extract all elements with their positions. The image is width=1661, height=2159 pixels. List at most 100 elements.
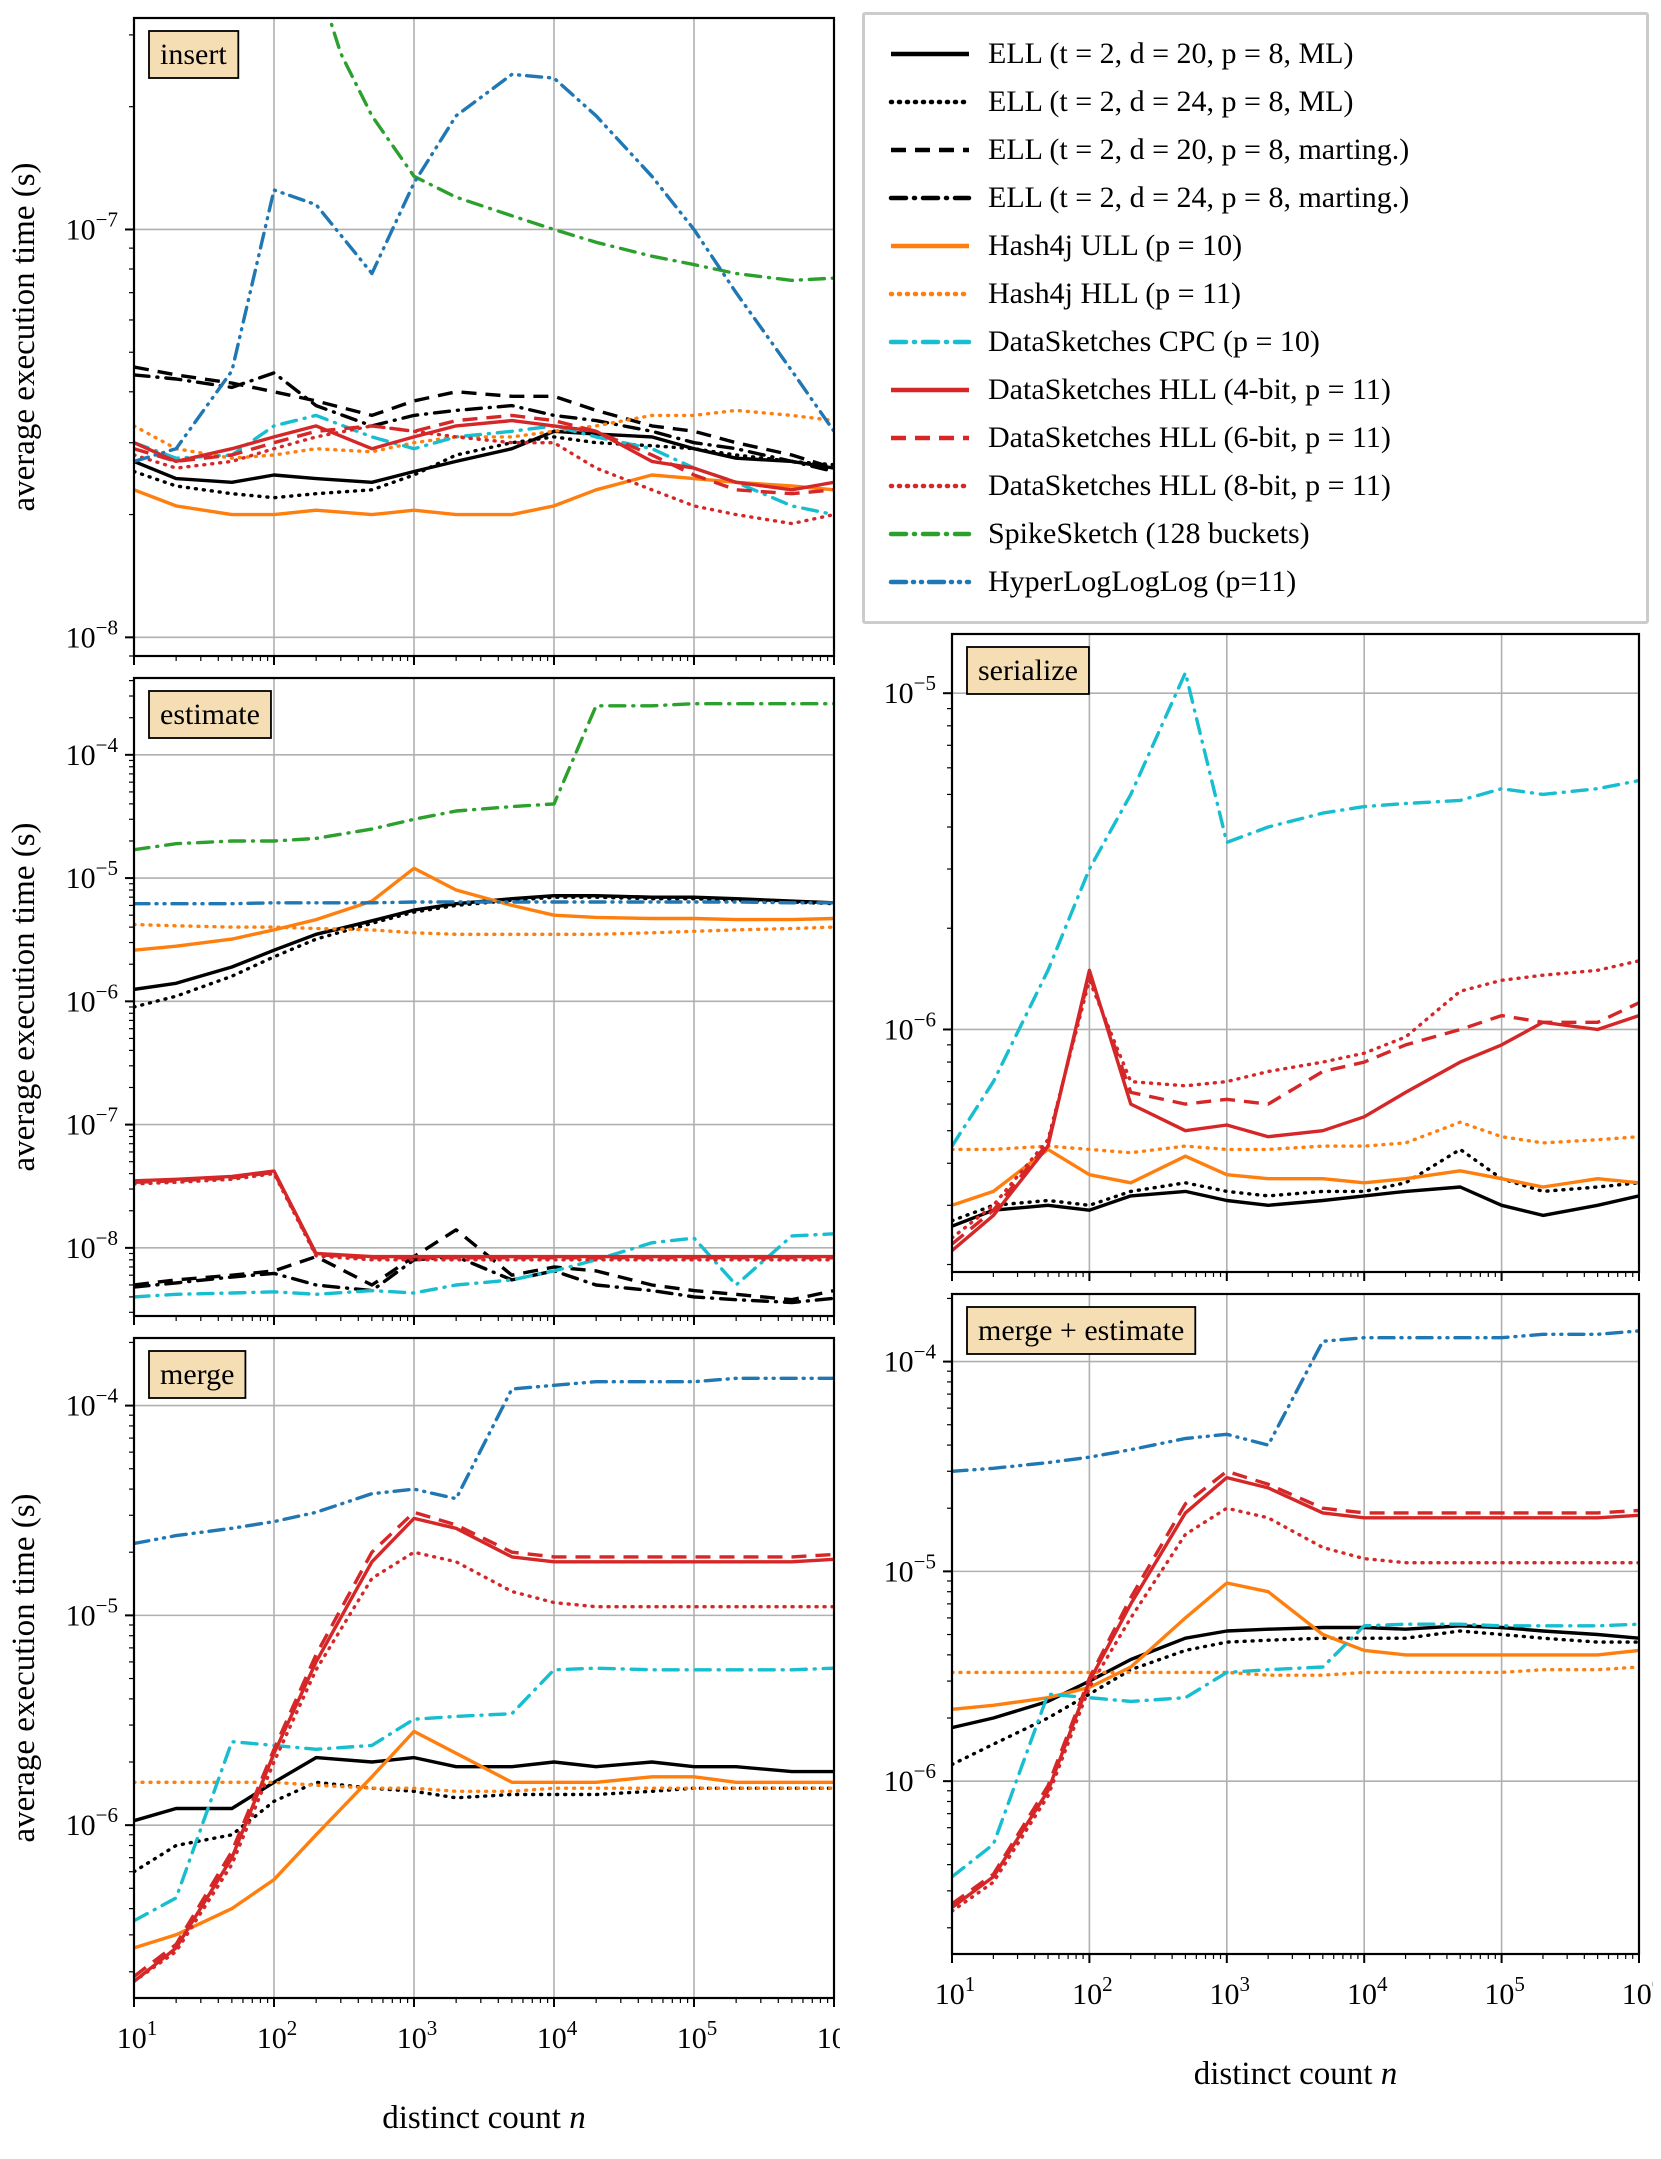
y-tick-label: 10−6 xyxy=(66,1803,118,1842)
series-datasketches-cpc-p-10 xyxy=(134,413,834,517)
legend-label: ELL (t = 2, d = 20, p = 8, marting.) xyxy=(988,133,1410,166)
y-tick-label: 10−5 xyxy=(66,856,118,895)
series-ell-t-2-d-24-p-8-ml xyxy=(952,1147,1639,1223)
series-spikesketch-128-buckets xyxy=(134,702,834,852)
x-axis-label: distinct count n xyxy=(382,2100,585,2136)
series-hyperlogloglog-p-11 xyxy=(952,1329,1639,1473)
y-tick-label: 10−6 xyxy=(66,979,118,1018)
panel-title: merge xyxy=(160,1358,234,1391)
y-tick-label: 10−4 xyxy=(66,733,119,772)
y-tick-label: 10−5 xyxy=(66,1593,118,1632)
legend-label: DataSketches HLL (4-bit, p = 11) xyxy=(988,373,1391,406)
series-hyperlogloglog-p-11 xyxy=(134,1376,834,1546)
chart-svg-serialize: 10−6 10−5 serialize xyxy=(884,632,1641,1281)
ticks xyxy=(125,34,835,665)
series-hyperlogloglog-p-11 xyxy=(134,900,834,906)
legend-line-sample-datasketches-hll-6-bit-p-11 xyxy=(891,435,969,441)
series-datasketches-hll-4-bit-p-11 xyxy=(134,1516,834,1983)
axes-frame xyxy=(132,1336,836,2000)
legend-line-sample-ell-t-2-d-20-p-8-marting xyxy=(891,147,969,153)
legend-label: HyperLogLogLog (p=11) xyxy=(988,565,1297,598)
grid xyxy=(133,1338,835,1998)
axes-frame xyxy=(132,676,836,1318)
y-tick-label: 10−5 xyxy=(884,1549,936,1588)
ticks xyxy=(125,680,835,1325)
ticks xyxy=(943,1297,1640,1963)
legend-item: Hash4j HLL (p = 11) xyxy=(887,270,1624,318)
series-datasketches-hll-6-bit-p-11 xyxy=(134,1510,834,1978)
grid xyxy=(133,678,835,1316)
series-hash4j-hll-p-11 xyxy=(134,922,834,936)
chart-estimate: 10−8 10−7 10−6 10−5 10−4 average execution ti… xyxy=(4,668,840,1328)
legend-item: DataSketches HLL (4-bit, p = 11) xyxy=(887,366,1624,414)
series-ell-t-2-d-24-p-8-ml xyxy=(134,1780,834,1874)
chart-svg-merge: 10−6 10−5 10−4 101 102 103 104 105 106 distinct c… xyxy=(6,1336,840,2136)
legend-line-sample-spikesketch-128-buckets xyxy=(888,531,972,537)
axes-frame xyxy=(132,16,836,658)
series-datasketches-hll-6-bit-p-11 xyxy=(134,1170,834,1260)
x-tick-label: 106 xyxy=(817,2016,840,2055)
legend-line-sample-ell-t-2-d-24-p-8-marting xyxy=(888,195,972,201)
x-tick-label: 102 xyxy=(1072,1972,1113,2011)
x-tick-label: 106 xyxy=(1622,1972,1653,2011)
y-tick-label: 10−7 xyxy=(66,1103,118,1142)
legend-item: ELL (t = 2, d = 20, p = 8, marting.) xyxy=(887,126,1624,174)
series-spikesketch-128-buckets xyxy=(327,18,834,283)
series-datasketches-hll-8-bit-p-11 xyxy=(134,424,834,526)
series-hash4j-hll-p-11 xyxy=(952,1120,1639,1155)
y-tick-label: 10−7 xyxy=(66,207,118,246)
legend-line-sample-ell-t-2-d-20-p-8-ml xyxy=(891,51,969,57)
series-datasketches-hll-8-bit-p-11 xyxy=(134,1550,834,1984)
x-tick-label: 102 xyxy=(257,2016,298,2055)
x-tick-label: 103 xyxy=(397,2016,438,2055)
series-group xyxy=(952,671,1639,1252)
panel-title-box xyxy=(966,1306,1197,1355)
series-datasketches-hll-8-bit-p-11 xyxy=(952,959,1639,1240)
legend-line-sample-ell-t-2-d-24-p-8-ml xyxy=(888,99,972,105)
series-ell-t-2-d-24-p-8-ml xyxy=(134,895,834,1009)
y-tick-label: 10−4 xyxy=(66,1384,119,1423)
panel-title: insert xyxy=(160,38,227,71)
legend-line-sample-datasketches-hll-8-bit-p-11 xyxy=(888,483,972,489)
series-hash4j-ull-p-10 xyxy=(952,1581,1639,1711)
axes-frame xyxy=(950,1292,1641,1956)
legend-label: ELL (t = 2, d = 24, p = 8, marting.) xyxy=(988,181,1410,214)
y-tick-label: 10−8 xyxy=(66,1226,118,1265)
legend-item: ELL (t = 2, d = 24, p = 8, ML) xyxy=(887,78,1624,126)
series-datasketches-hll-6-bit-p-11 xyxy=(952,973,1639,1246)
series-datasketches-hll-8-bit-p-11 xyxy=(134,1171,834,1262)
chart-svg-merge-estimate: 10−6 10−5 10−4 101 102 103 104 105 106 distinct c… xyxy=(884,1292,1653,2092)
ticks xyxy=(943,692,1640,1281)
series-hash4j-ull-p-10 xyxy=(134,1729,834,1950)
panel-title: estimate xyxy=(160,698,260,731)
panel-title-box xyxy=(966,646,1090,695)
y-axis-label: average execution time (s) xyxy=(6,1493,42,1842)
series-datasketches-cpc-p-10 xyxy=(134,1232,834,1299)
legend-item: SpikeSketch (128 buckets) xyxy=(887,510,1624,558)
series-ell-t-2-d-24-p-8-ml xyxy=(134,435,834,500)
series-datasketches-hll-6-bit-p-11 xyxy=(952,1469,1639,1906)
legend-label: Hash4j HLL (p = 11) xyxy=(988,277,1241,310)
axes-frame xyxy=(950,632,1641,1274)
legend-item: ELL (t = 2, d = 24, p = 8, marting.) xyxy=(887,174,1624,222)
grid xyxy=(951,634,1640,1272)
panel-title-box xyxy=(148,690,272,739)
legend-label: DataSketches HLL (8-bit, p = 11) xyxy=(988,469,1391,502)
chart-svg-insert: 10−8 10−7 average execution time (s) insert xyxy=(6,16,836,665)
y-tick-label: 10−6 xyxy=(884,1759,936,1798)
series-hash4j-hll-p-11 xyxy=(134,408,834,460)
legend: ELL (t = 2, d = 20, p = 8, ML) ELL (t = 2… xyxy=(862,12,1649,624)
series-datasketches-hll-4-bit-p-11 xyxy=(134,1169,834,1259)
panel-title: merge + estimate xyxy=(978,1314,1184,1347)
legend-item: HyperLogLogLog (p=11) xyxy=(887,558,1624,606)
y-tick-label: 10−5 xyxy=(884,671,936,710)
legend-line-sample-hash4j-ull-p-10 xyxy=(891,243,969,249)
series-ell-t-2-d-20-p-8-ml xyxy=(134,894,834,992)
legend-item: Hash4j ULL (p = 10) xyxy=(887,222,1624,270)
series-datasketches-cpc-p-10 xyxy=(952,1622,1639,1879)
series-ell-t-2-d-24-p-8-ml xyxy=(952,1629,1639,1767)
y-axis-label: average execution time (s) xyxy=(6,822,42,1171)
chart-merge: 10−6 10−5 10−4 101 102 103 104 105 106 distinct c… xyxy=(4,1328,840,2150)
legend-label: SpikeSketch (128 buckets) xyxy=(988,517,1310,550)
